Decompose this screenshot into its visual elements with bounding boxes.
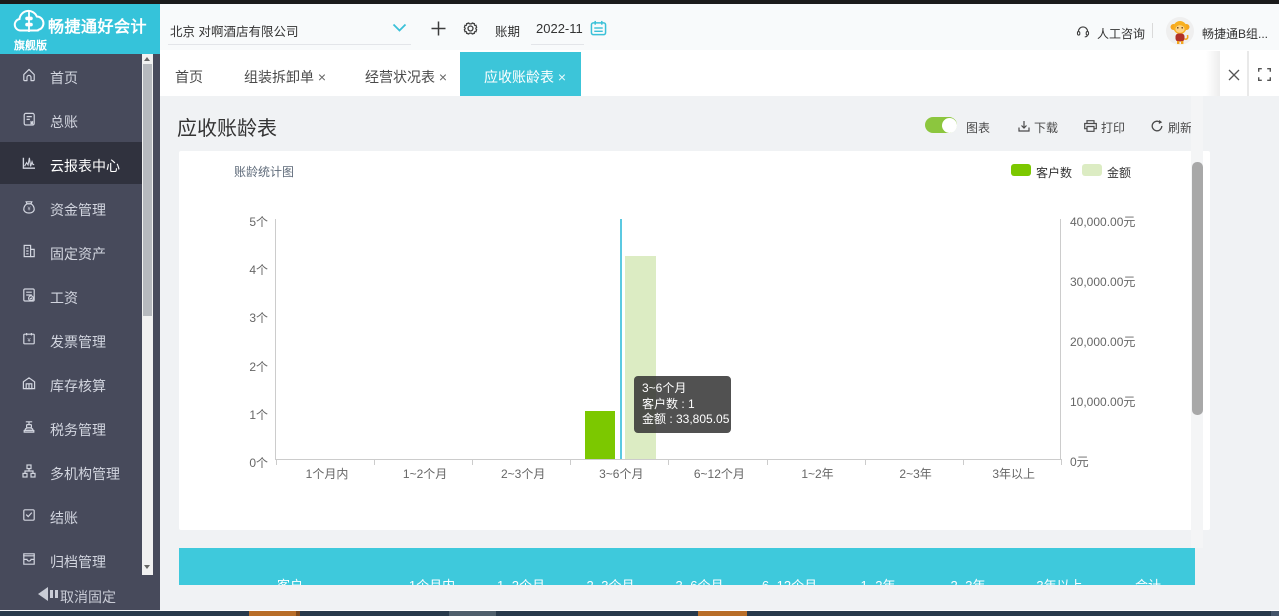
svg-text:¥: ¥: [27, 207, 31, 213]
svg-text:¥: ¥: [27, 338, 31, 344]
